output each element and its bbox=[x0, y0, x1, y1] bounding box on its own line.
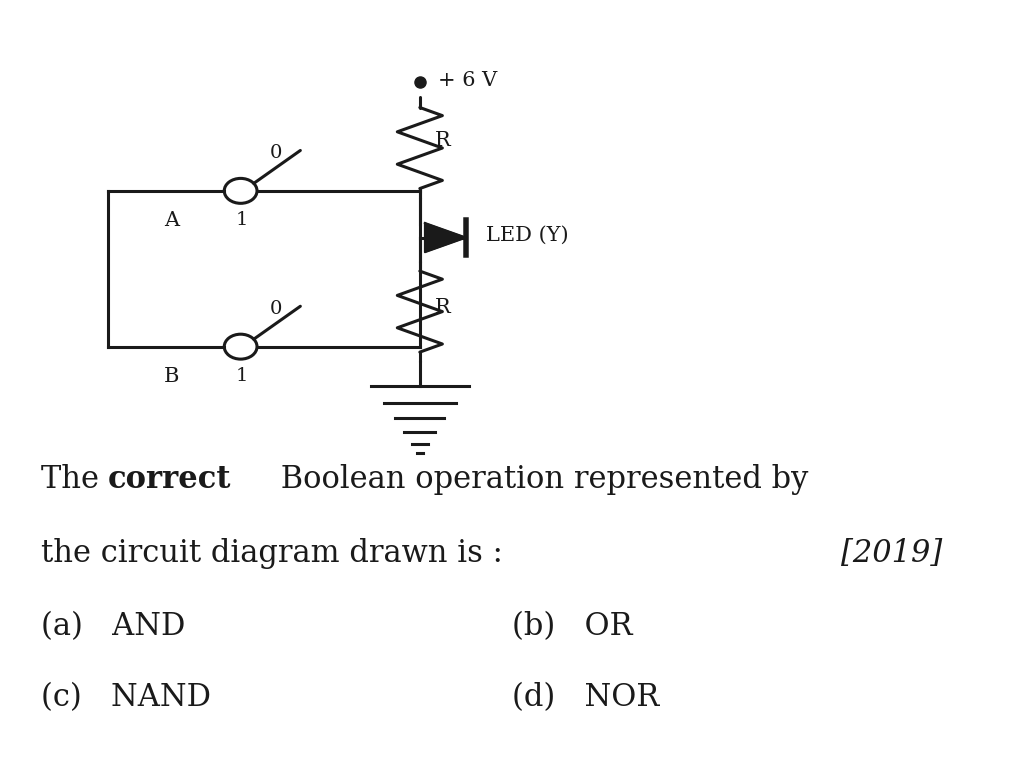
Text: 0: 0 bbox=[269, 300, 282, 319]
Text: (d)   NOR: (d) NOR bbox=[512, 682, 659, 713]
Text: A: A bbox=[164, 211, 179, 230]
Text: + 6 V: + 6 V bbox=[438, 71, 498, 90]
Text: 1: 1 bbox=[236, 211, 248, 230]
Text: B: B bbox=[164, 367, 179, 386]
Text: (a)   AND: (a) AND bbox=[41, 612, 185, 643]
Text: 1: 1 bbox=[236, 367, 248, 386]
Text: LED (Y): LED (Y) bbox=[486, 226, 569, 245]
Text: R: R bbox=[435, 131, 451, 150]
Text: (b)   OR: (b) OR bbox=[512, 612, 633, 643]
Polygon shape bbox=[425, 223, 466, 252]
Text: (c)   NAND: (c) NAND bbox=[41, 682, 211, 713]
Text: Boolean operation represented by: Boolean operation represented by bbox=[271, 464, 809, 495]
Text: The: The bbox=[41, 464, 109, 495]
Text: [2019]: [2019] bbox=[841, 538, 942, 569]
Text: correct: correct bbox=[108, 464, 231, 495]
Text: R: R bbox=[435, 298, 451, 317]
Text: 0: 0 bbox=[269, 144, 282, 163]
Text: the circuit diagram drawn is :: the circuit diagram drawn is : bbox=[41, 538, 503, 569]
